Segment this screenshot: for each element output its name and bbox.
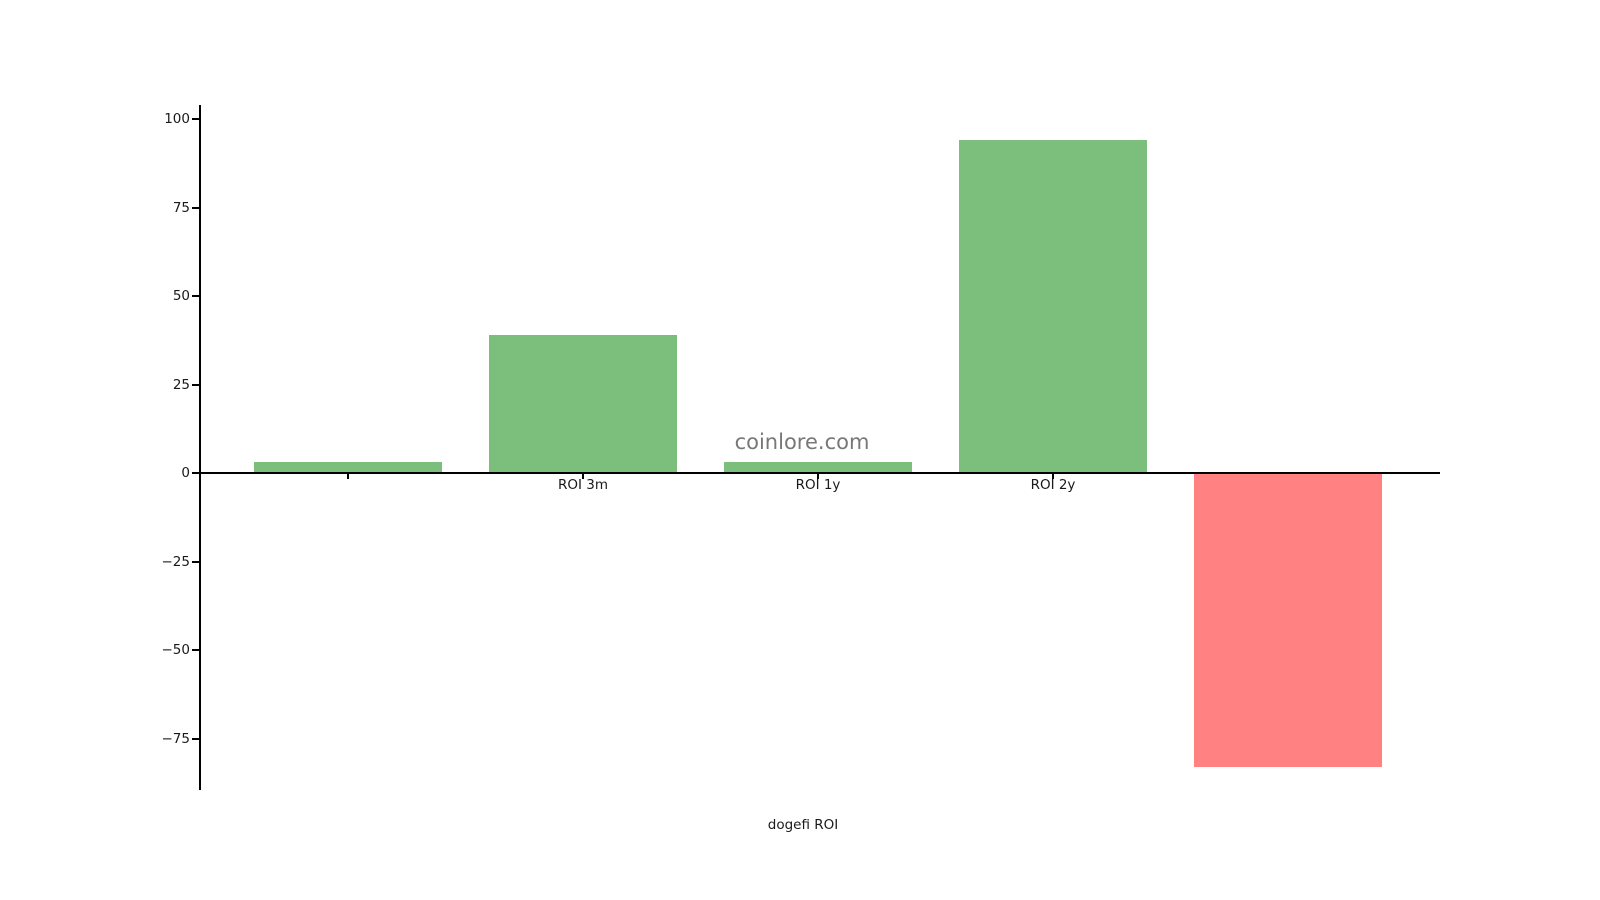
y-tick-mark — [192, 295, 199, 297]
x-tick-label: ROI 1y — [795, 477, 841, 493]
y-tick-mark — [192, 472, 199, 474]
y-tick-label: −50 — [161, 642, 191, 658]
x-tick-label: ROI 3m — [557, 477, 609, 493]
y-tick-mark — [192, 560, 199, 563]
y-axis-line — [199, 105, 201, 790]
y-tick-label: −75 — [161, 730, 191, 747]
y-tick-label: 25 — [172, 376, 190, 393]
y-tick-label: −25 — [161, 553, 191, 570]
bar-category-1 — [254, 462, 442, 473]
y-tick-label: 100 — [164, 111, 190, 127]
y-tick-label: 50 — [172, 288, 190, 304]
y-tick-mark — [192, 118, 199, 120]
watermark: coinlore.com — [734, 430, 870, 454]
bar-roi-3m — [489, 334, 677, 473]
y-tick-mark — [192, 383, 199, 386]
x-tick-label: ROI 2y — [1030, 477, 1076, 493]
x-tick-mark — [582, 473, 584, 479]
y-tick-mark — [192, 649, 199, 651]
bar-roi-1y — [724, 462, 912, 473]
chart-title: dogefi ROI — [767, 817, 839, 833]
y-tick-mark — [192, 737, 199, 740]
x-tick-mark — [817, 473, 819, 479]
y-tick-label: 75 — [172, 199, 190, 216]
x-tick-mark — [1052, 473, 1054, 479]
x-tick-mark — [347, 473, 349, 479]
x-axis-line — [199, 472, 1440, 474]
bar-category-5 — [1194, 473, 1382, 767]
bar-roi-2y — [959, 140, 1147, 473]
y-tick-mark — [192, 206, 199, 209]
y-tick-label: 0 — [181, 465, 190, 481]
